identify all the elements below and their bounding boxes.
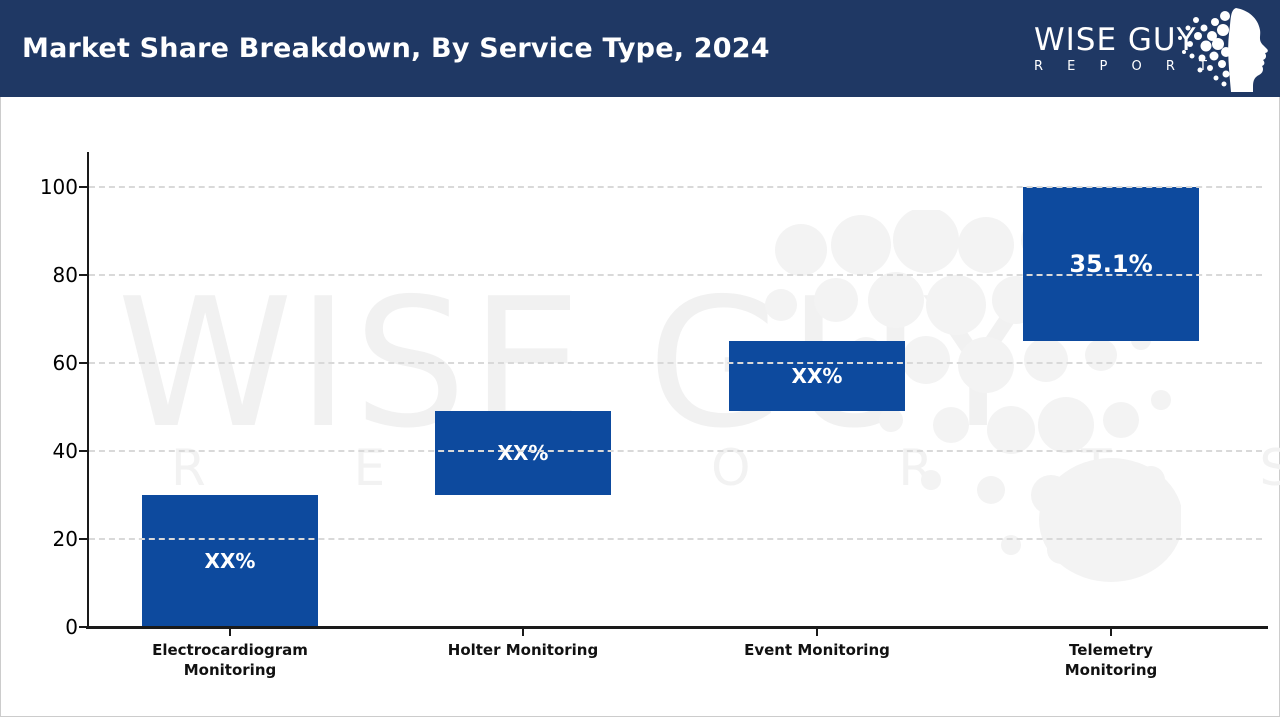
x-axis-tick-mark xyxy=(816,629,818,636)
bar-telemetry-monitoring: 35.1% xyxy=(1023,187,1199,342)
gridline-y-20 xyxy=(89,538,1262,540)
page-title: Market Share Breakdown, By Service Type,… xyxy=(22,33,770,64)
gridline-y-80 xyxy=(89,274,1262,276)
x-axis-category-line: Monitoring xyxy=(183,661,277,679)
bar-value-label: XX% xyxy=(497,440,549,465)
y-axis-tick-mark xyxy=(79,274,87,276)
bar-holter-monitoring: XX% xyxy=(435,410,611,495)
y-axis-tick-mark xyxy=(79,362,87,364)
y-axis-tick-label: 0 xyxy=(65,615,78,639)
x-axis-category-label: Telemetry Monitoring xyxy=(961,640,1261,680)
y-axis-tick-mark xyxy=(79,186,87,188)
x-axis-category-line: Telemetry xyxy=(1069,641,1153,659)
x-axis-tick-mark xyxy=(1110,629,1112,636)
x-axis-category-line: Electrocardiogram xyxy=(152,641,308,659)
logo-wordmark: WISE GUY xyxy=(1034,22,1197,58)
gridline-y-100 xyxy=(89,186,1262,188)
wise-guy-logo: WISE GUY R E P O R T S xyxy=(1022,6,1272,92)
y-axis-tick-label: 60 xyxy=(52,351,78,375)
x-axis-tick-mark xyxy=(229,629,231,636)
bar-value-label: 35.1% xyxy=(1069,250,1153,279)
logo-wordmark-block: WISE GUY R E P O R T S xyxy=(1034,24,1249,76)
x-axis-category-label: Holter Monitoring xyxy=(373,640,673,660)
logo-reports-label: R E P O R T S xyxy=(1034,59,1250,74)
x-axis-category-line: Monitoring xyxy=(1064,661,1158,679)
y-axis-tick-mark xyxy=(79,538,87,540)
y-axis-line xyxy=(87,152,89,629)
x-axis-category-line: Holter Monitoring xyxy=(447,641,599,659)
bar-value-label: XX% xyxy=(204,549,256,573)
x-axis-tick-mark xyxy=(522,629,524,636)
y-axis-tick-mark xyxy=(79,626,87,628)
y-axis-tick-label: 20 xyxy=(52,527,78,551)
x-axis-category-label: Electrocardiogram Monitoring xyxy=(80,640,380,680)
watermark-face-dots-icon xyxy=(765,210,1181,582)
y-axis-tick-label: 80 xyxy=(52,263,78,287)
header-bar: Market Share Breakdown, By Service Type,… xyxy=(0,0,1280,97)
y-axis-tick-label: 100 xyxy=(39,175,78,199)
logo-face-icon xyxy=(1178,8,1268,92)
bar-value-label: XX% xyxy=(791,364,843,389)
x-axis-category-label: Event Monitoring xyxy=(667,640,967,660)
gridline-y-60 xyxy=(89,362,1262,364)
x-axis-category-line: Event Monitoring xyxy=(744,641,890,659)
bar-event-monitoring: XX% xyxy=(729,341,905,411)
bar-electrocardiogram-monitoring: XX% xyxy=(142,495,318,627)
gridline-y-40 xyxy=(89,450,1262,452)
y-axis-tick-label: 40 xyxy=(52,439,78,463)
y-axis-tick-mark xyxy=(79,450,87,452)
x-axis-line xyxy=(86,626,1268,629)
